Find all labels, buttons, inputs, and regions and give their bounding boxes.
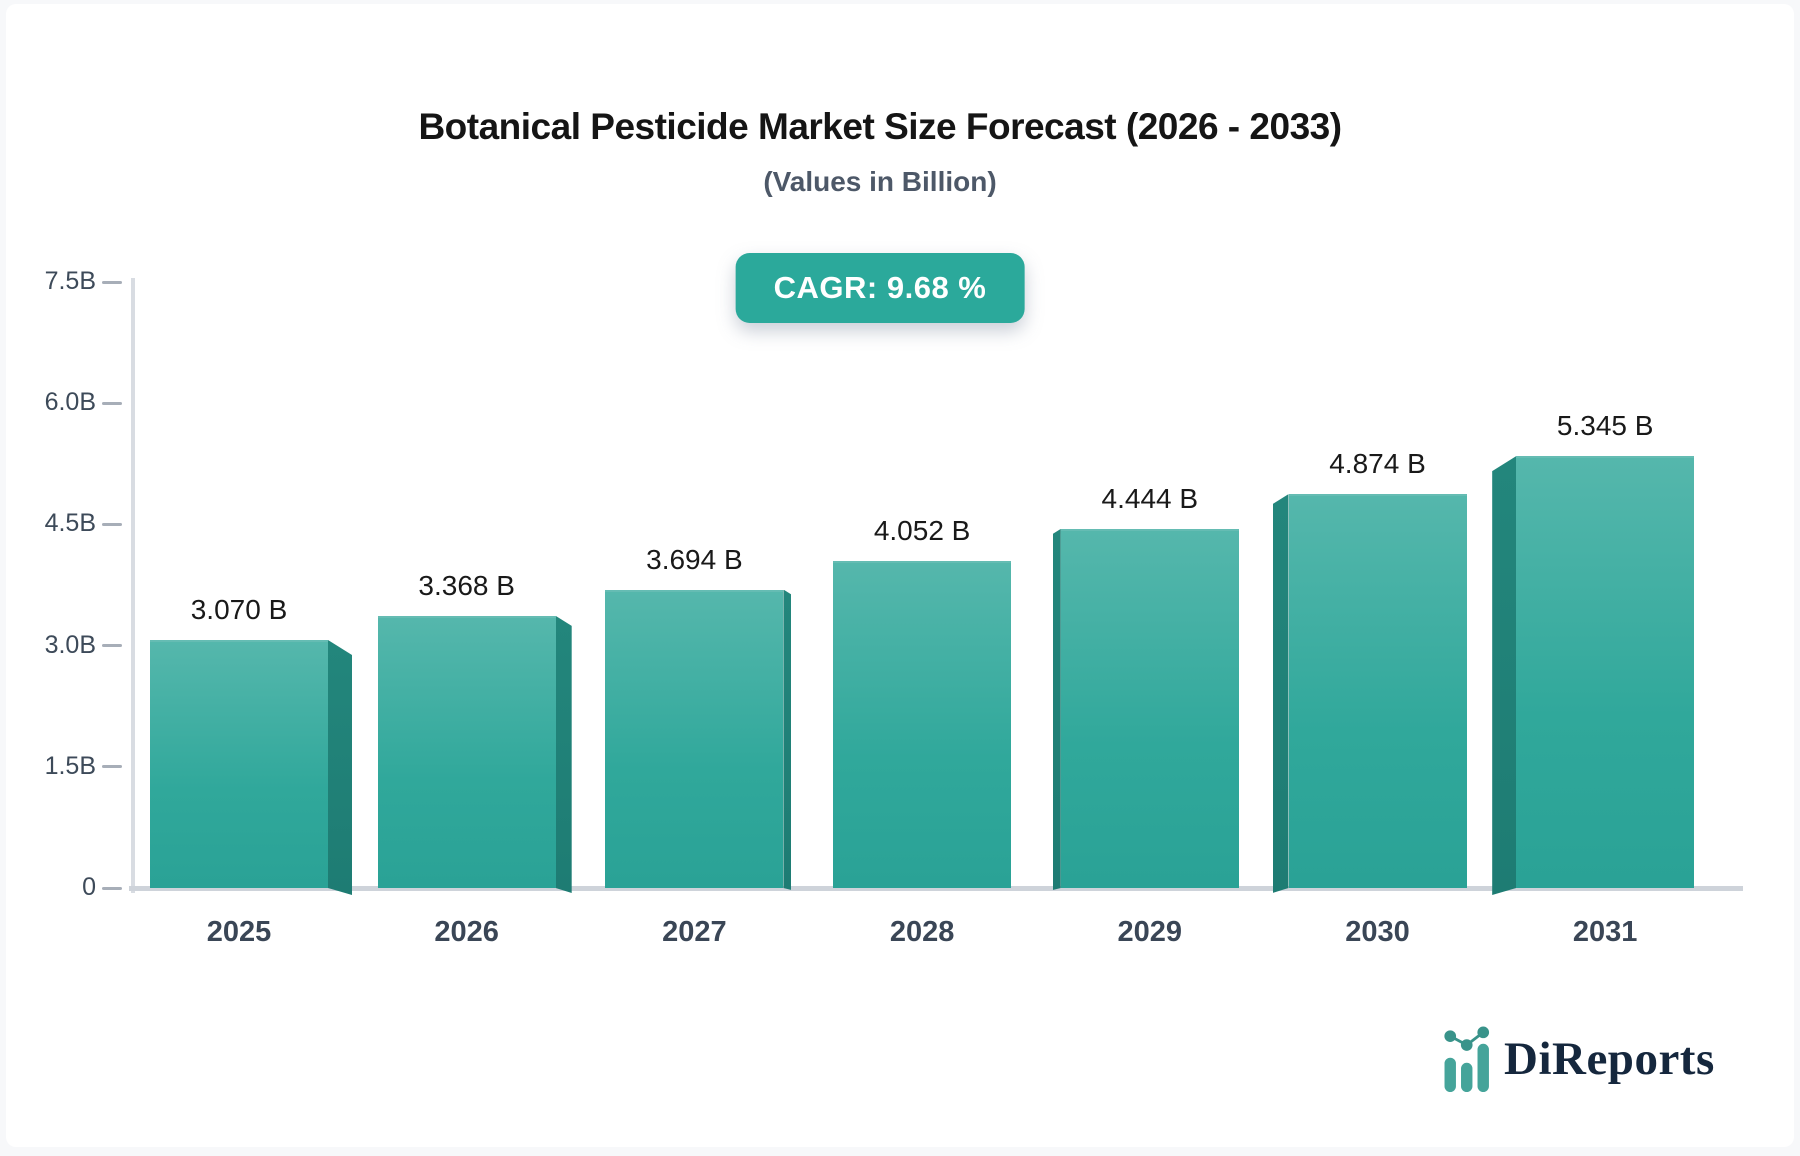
bar-3d-side (783, 590, 791, 890)
y-tick-label: 6.0B (44, 388, 96, 417)
bar (605, 589, 784, 888)
bar-value-label: 4.444 B (1101, 482, 1199, 514)
y-tick-mark (102, 280, 122, 284)
bar-3d-side (556, 616, 572, 893)
x-tick-label: 2026 (434, 916, 499, 948)
bar (377, 615, 556, 888)
x-tick-label: 2027 (662, 916, 727, 948)
x-tick-label: 2030 (1345, 916, 1410, 948)
bar (1516, 456, 1695, 888)
x-tick-label: 2028 (889, 916, 955, 948)
brand-logo-text: DiReports (1504, 1032, 1715, 1085)
bar-value-label: 3.368 B (418, 569, 515, 601)
mini-bar-chart-icon (1441, 1026, 1495, 1092)
y-tick-mark (102, 765, 122, 769)
bar-value-label: 3.070 B (190, 593, 288, 625)
bar-3d-side (1492, 456, 1516, 895)
y-tick-label: 7.5B (44, 267, 96, 295)
x-tick-label: 2031 (1572, 916, 1638, 948)
y-tick-label: 0 (82, 873, 96, 901)
brand-logo: DiReports (1441, 1026, 1715, 1092)
bar (1060, 528, 1239, 888)
chart-title: Botanical Pesticide Market Size Forecast… (418, 106, 1342, 147)
bar (150, 639, 328, 888)
y-axis-line (131, 278, 135, 893)
y-tick-label: 4.5B (44, 509, 96, 538)
bar-3d-side (1273, 494, 1289, 893)
bar-value-label: 5.345 B (1556, 410, 1654, 442)
bar-value-label: 4.874 B (1329, 448, 1426, 480)
y-tick-label: 3.0B (44, 630, 96, 659)
x-tick-label: 2029 (1117, 916, 1183, 948)
bar-value-label: 3.694 B (646, 543, 743, 575)
bar-value-label: 4.052 B (873, 514, 971, 546)
chart-subtitle: (Values in Billion) (763, 166, 997, 197)
y-tick-label: 1.5B (44, 751, 96, 780)
y-tick-mark (102, 401, 122, 405)
y-tick-mark (102, 522, 122, 526)
bar-3d-side (328, 640, 352, 895)
y-tick-mark (102, 644, 122, 648)
bar (1288, 494, 1467, 888)
bar-3d-side (1053, 529, 1061, 890)
x-tick-label: 2025 (206, 916, 272, 948)
x-axis-line (129, 886, 1743, 891)
bar (833, 560, 1012, 888)
cagr-badge: CAGR: 9.68 % (735, 253, 1025, 323)
y-tick-mark (102, 886, 122, 890)
